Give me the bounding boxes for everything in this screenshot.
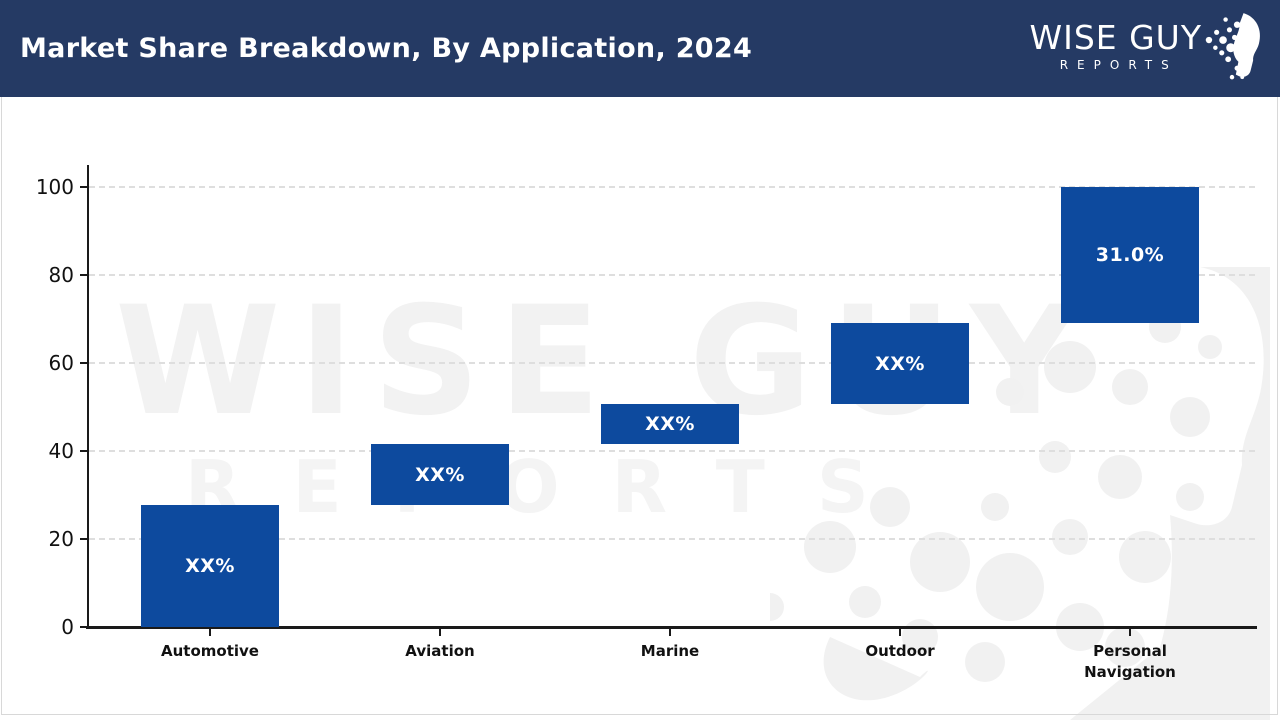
watermark-subtext: REPORTS: [185, 445, 921, 529]
bar-outdoor: XX%: [831, 323, 969, 404]
y-tick-label-20: 20: [48, 527, 74, 551]
gridline-100: [89, 186, 1255, 188]
x-tick-2: [439, 629, 441, 636]
y-tick-100: [80, 186, 88, 188]
y-tick-20: [80, 538, 88, 540]
bar-value-label: XX%: [875, 352, 925, 375]
logo-text: WISE GUY REPORTS: [1029, 18, 1202, 73]
y-tick-label-80: 80: [48, 263, 74, 287]
x-tick-5: [1129, 629, 1131, 636]
logo-reports-text: REPORTS: [1059, 58, 1178, 73]
bar-value-label: XX%: [645, 412, 695, 435]
y-tick-80: [80, 274, 88, 276]
logo-wiseguy-text: WISE GUY: [1029, 18, 1202, 57]
bar-automotive: XX%: [141, 505, 279, 627]
x-category-label-3: Marine: [640, 642, 700, 660]
bar-personal-navigation: 31.0%: [1061, 187, 1199, 324]
bar-aviation: XX%: [371, 443, 509, 506]
x-axis-line: [86, 626, 1257, 629]
logo: WISE GUY REPORTS: [1014, 6, 1264, 92]
x-tick-4: [899, 629, 901, 636]
gridline-80: [89, 274, 1255, 276]
x-category-label-1: Automotive: [161, 642, 259, 660]
watermark-face-icon: [770, 267, 1270, 720]
y-tick-label-40: 40: [48, 439, 74, 463]
header-bar: Market Share Breakdown, By Application, …: [0, 0, 1280, 97]
y-tick-60: [80, 362, 88, 364]
y-tick-label-60: 60: [48, 351, 74, 375]
bar-value-label: XX%: [415, 463, 465, 486]
y-tick-40: [80, 450, 88, 452]
x-category-label-2: Aviation: [405, 642, 475, 660]
bar-value-label: XX%: [185, 555, 235, 578]
chart-title: Market Share Breakdown, By Application, …: [20, 33, 753, 64]
x-tick-1: [209, 629, 211, 636]
y-tick-label-0: 0: [61, 615, 74, 639]
y-axis-line: [87, 165, 89, 629]
gridline-60: [89, 362, 1255, 364]
gridline-20: [89, 538, 1255, 540]
y-tick-0: [80, 626, 88, 628]
bar-marine: XX%: [601, 403, 739, 444]
y-tick-label-100: 100: [35, 175, 74, 199]
x-category-label-4: Outdoor: [865, 642, 935, 660]
chart-region: WISE GUY REPORTS 0 20 40 60 80 100 XX% XX% X: [0, 97, 1280, 720]
gridline-40: [89, 450, 1255, 452]
bar-value-label: 31.0%: [1095, 244, 1165, 267]
x-tick-3: [669, 629, 671, 636]
logo-face-icon: [1205, 13, 1260, 80]
x-category-label-5: Personal Navigation: [1084, 642, 1176, 681]
